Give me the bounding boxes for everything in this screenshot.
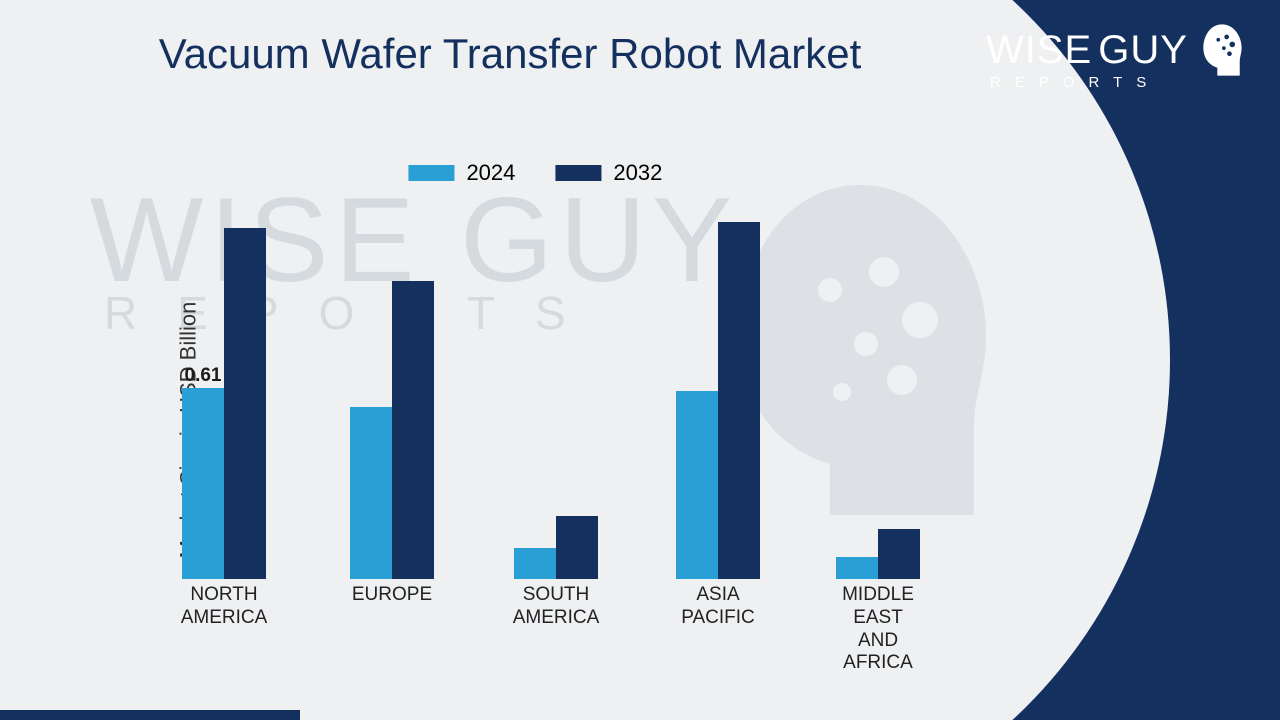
bar-group — [350, 281, 470, 579]
brand-word-guy: GUY — [1098, 28, 1188, 73]
x-axis-category-label: MIDDLEEASTANDAFRICA — [818, 584, 938, 675]
bottom-accent-strip — [0, 710, 300, 720]
bar — [878, 529, 920, 579]
bar-group — [836, 529, 956, 579]
x-axis-category-label: NORTHAMERICA — [164, 584, 284, 630]
bar — [350, 407, 392, 579]
bar — [514, 548, 556, 579]
bar-group — [676, 222, 796, 579]
bar — [224, 228, 266, 579]
x-axis-category-label: SOUTHAMERICA — [496, 584, 616, 630]
legend-item-2024: 2024 — [408, 160, 515, 186]
legend-label-2024: 2024 — [466, 160, 515, 186]
brand-word-wise: WISE — [986, 28, 1092, 73]
x-axis-category-label: EUROPE — [332, 584, 452, 607]
bar-group — [182, 228, 302, 579]
chart-title: Vacuum Wafer Transfer Robot Market — [80, 30, 940, 78]
legend-item-2032: 2032 — [555, 160, 662, 186]
legend-swatch-2024 — [408, 165, 454, 181]
bar — [718, 222, 760, 579]
chart-area: Market Size in USD Billion 2024 2032 0.6… — [60, 160, 960, 700]
brand-logo-line1: WISE GUY — [986, 22, 1256, 78]
brand-head-icon — [1194, 22, 1250, 78]
stage: WISE GUY REPORTS Vacuum Wafer Transfer R… — [0, 0, 1280, 720]
bar — [392, 281, 434, 579]
bar-group — [514, 516, 634, 579]
legend-swatch-2032 — [555, 165, 601, 181]
x-axis-category-label: ASIAPACIFIC — [658, 584, 778, 630]
x-axis-labels: NORTHAMERICA EUROPE SOUTHAMERICA ASIAPACIFI… — [156, 584, 940, 694]
bar — [556, 516, 598, 579]
bar — [182, 388, 224, 579]
brand-panel — [960, 0, 1280, 720]
legend: 2024 2032 — [408, 160, 662, 186]
legend-label-2032: 2032 — [613, 160, 662, 186]
bar — [836, 557, 878, 579]
bar — [676, 391, 718, 579]
plot-area: 0.61 — [156, 204, 940, 580]
brand-logo: WISE GUY REPORTS — [986, 22, 1256, 91]
